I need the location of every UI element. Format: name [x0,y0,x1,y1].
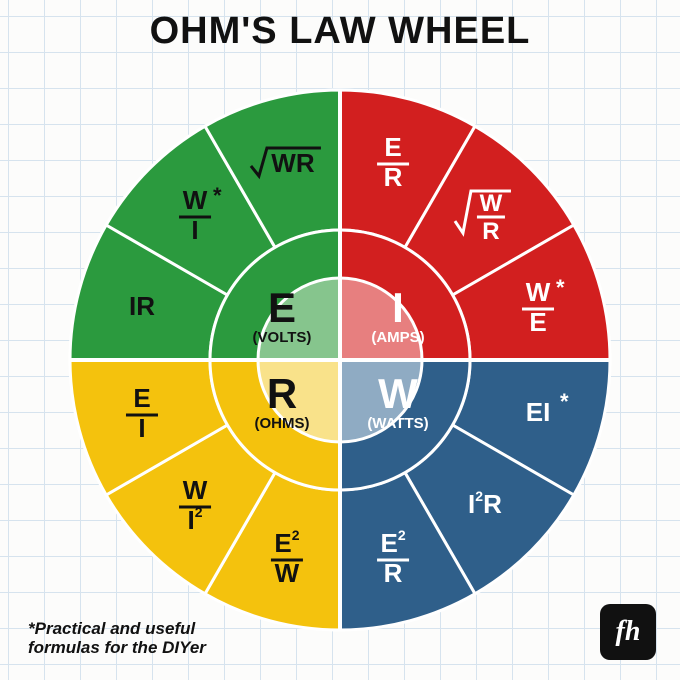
svg-text:*: * [213,183,222,208]
inner-unit-R: (OHMS) [255,415,310,432]
svg-text:W: W [275,558,300,588]
ohms-law-wheel: E(VOLTS)I(AMPS)W(WATTS)R(OHMS)IRWI*WRERW… [60,80,620,640]
svg-text:I2R: I2R [468,488,502,519]
svg-text:WR: WR [271,148,315,178]
formula-E-0: IR [129,291,155,321]
svg-text:E: E [529,307,546,337]
svg-text:R: R [384,162,403,192]
svg-text:E: E [384,132,401,162]
svg-text:I: I [191,215,198,245]
svg-text:IR: IR [129,291,155,321]
inner-unit-E: (VOLTS) [253,329,312,346]
inner-symbol-I: I [392,284,404,331]
svg-text:W: W [480,190,503,217]
page-title: OHM'S LAW WHEEL [0,10,680,53]
inner-unit-I: (AMPS) [371,329,424,346]
svg-text:W: W [183,475,208,505]
inner-unit-W: (WATTS) [367,415,428,432]
svg-text:E: E [133,383,150,413]
svg-text:I: I [138,413,145,443]
svg-text:W: W [183,185,208,215]
formula-W-1: I2R [468,488,502,519]
svg-text:R: R [384,558,403,588]
svg-text:EI: EI [526,397,551,427]
inner-symbol-E: E [268,284,296,331]
formula-R-0: E2W [271,527,303,588]
svg-text:W: W [526,277,551,307]
fh-logo-text: fh [616,616,641,648]
footnote-text: *Practical and usefulformulas for the DI… [28,619,206,658]
fh-logo: fh [600,604,656,660]
inner-symbol-R: R [267,370,297,417]
svg-text:R: R [482,218,499,245]
svg-text:*: * [556,275,565,300]
inner-symbol-W: W [378,370,418,417]
svg-text:*: * [560,389,569,414]
